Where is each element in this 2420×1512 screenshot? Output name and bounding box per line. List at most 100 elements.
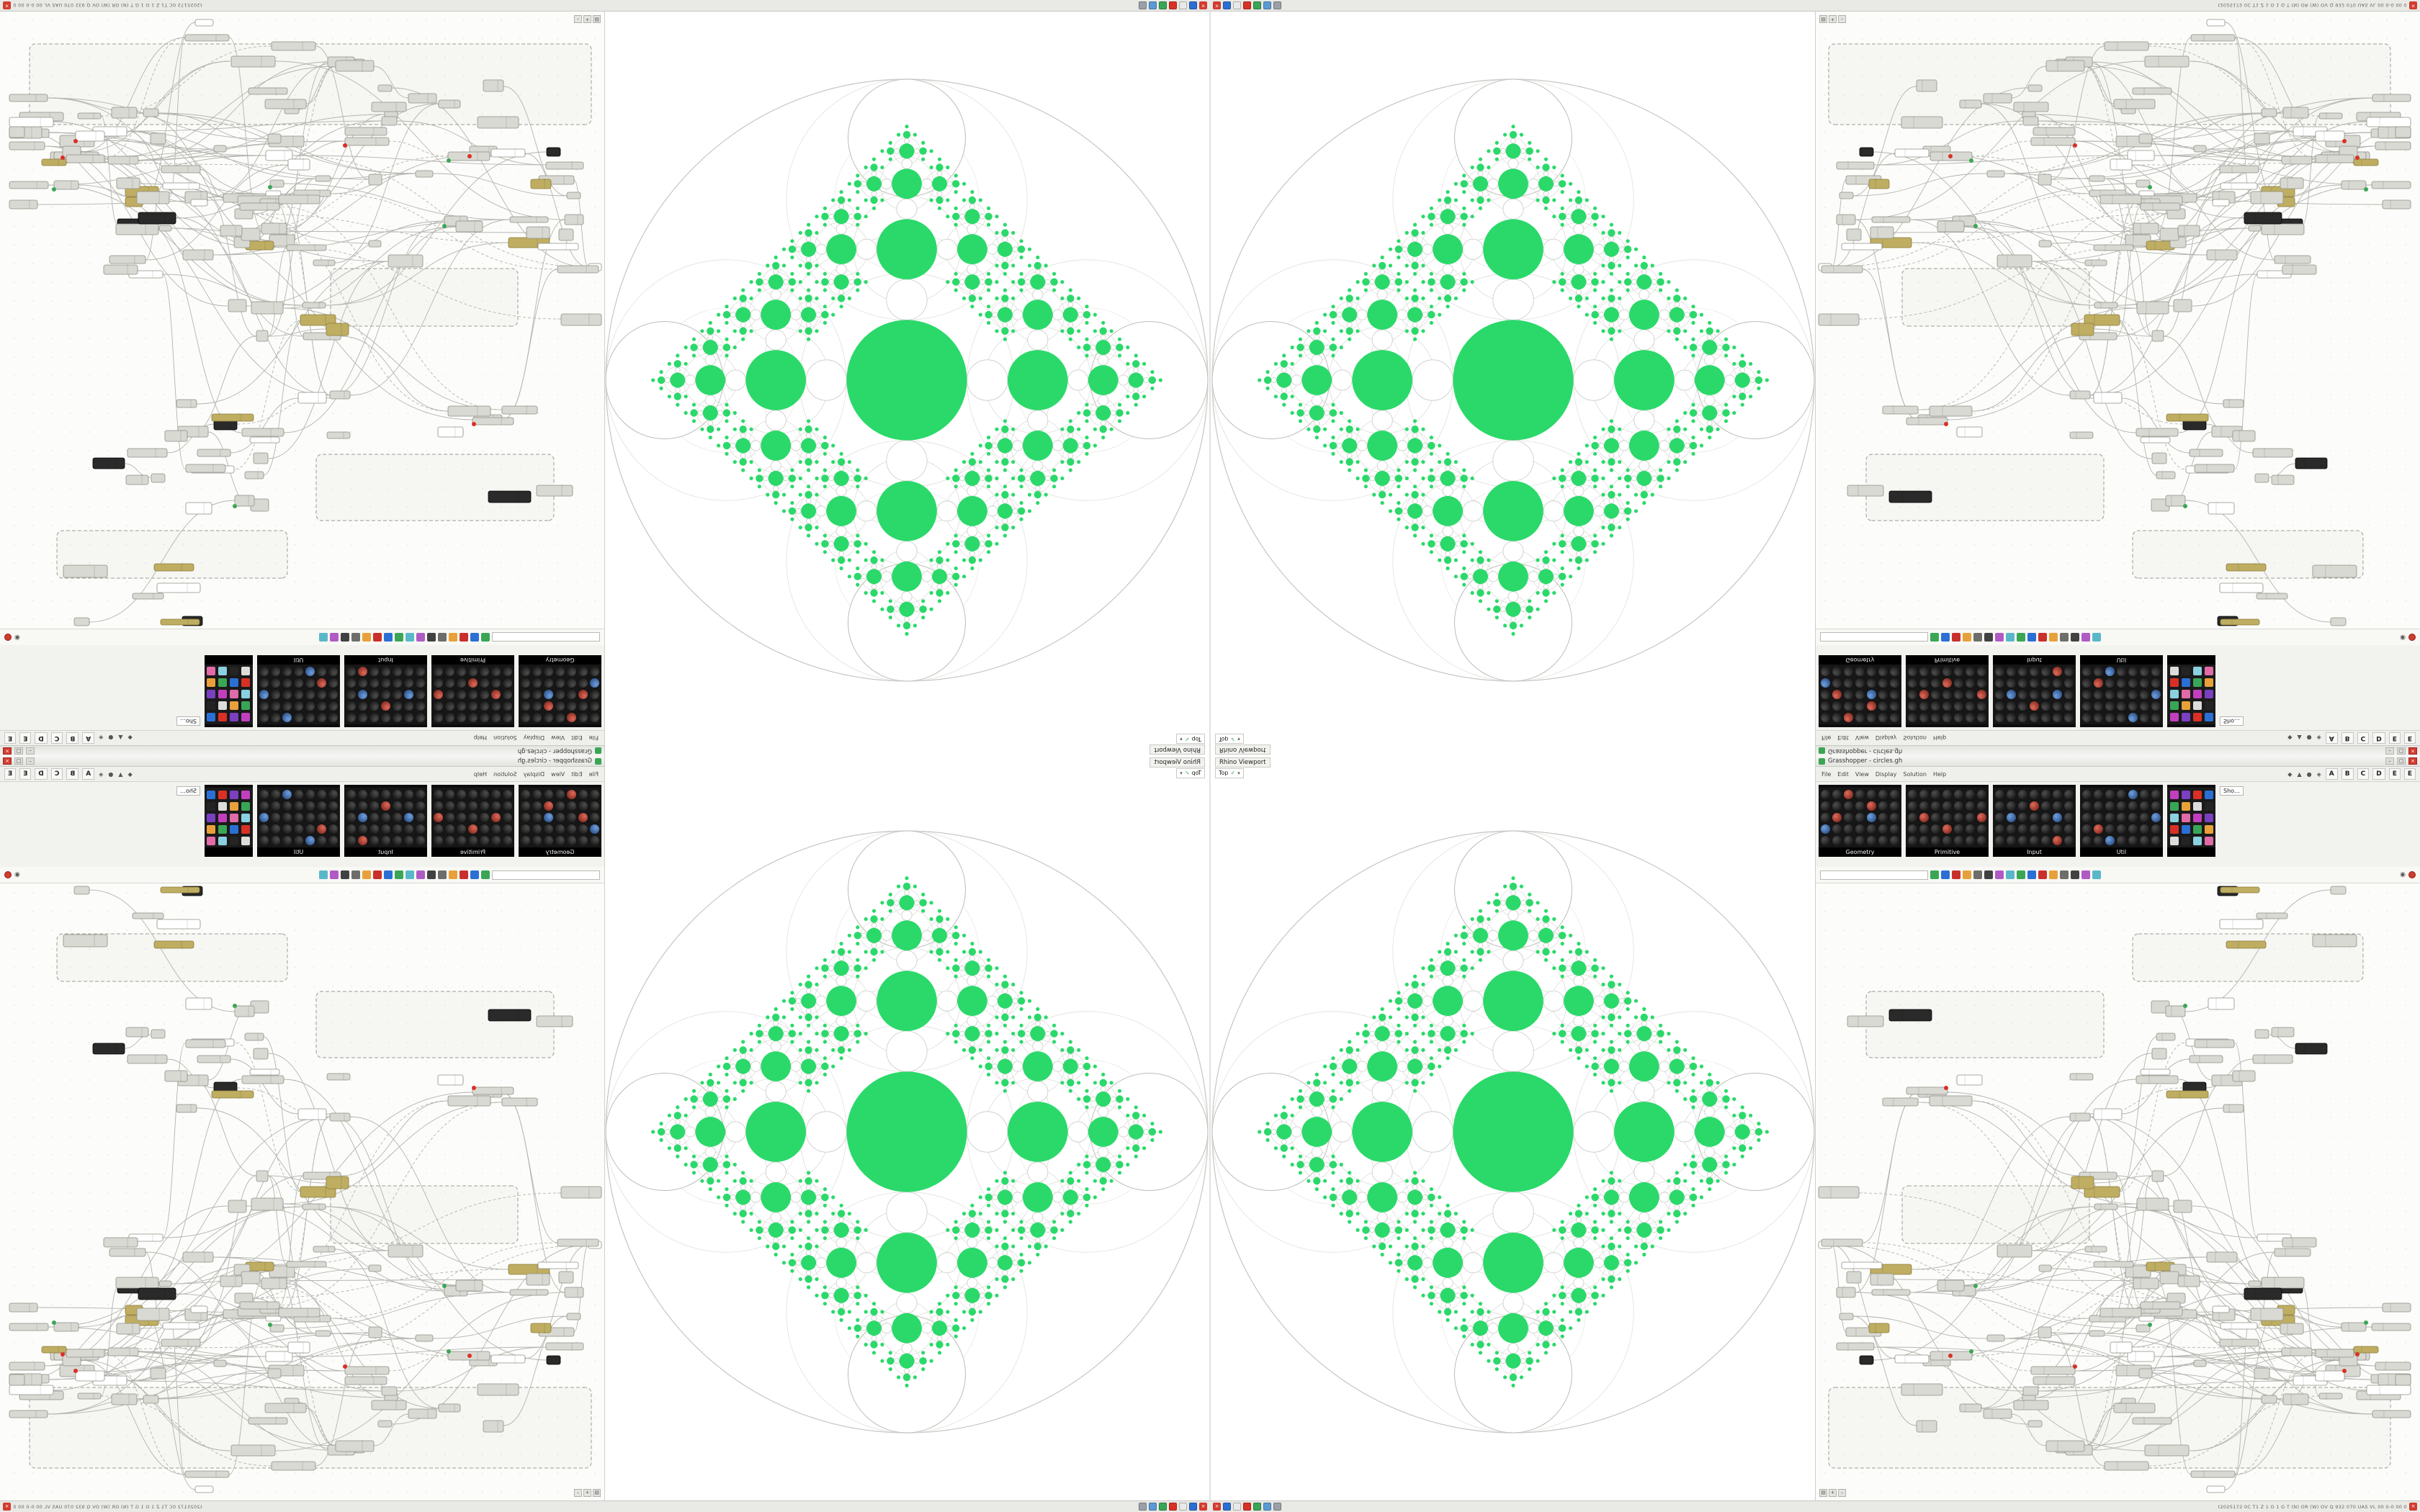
gh-node[interactable] <box>2193 145 2207 153</box>
gh-node[interactable] <box>477 1383 519 1396</box>
app-icon-red[interactable] <box>1169 1503 1177 1511</box>
palette-icon[interactable] <box>404 678 413 688</box>
palette-icon[interactable] <box>1855 678 1865 688</box>
tab-icon-diamond[interactable]: ◆ <box>127 770 133 778</box>
palette-icon[interactable] <box>1908 836 1917 845</box>
palette-icon[interactable] <box>567 701 576 711</box>
palette-icon[interactable] <box>1855 701 1865 711</box>
palette-icon[interactable] <box>2053 824 2062 834</box>
gh-node[interactable] <box>536 485 573 497</box>
palette-icon[interactable] <box>491 667 501 676</box>
palette-icon[interactable] <box>346 678 356 688</box>
palette-icon[interactable] <box>1977 713 1986 722</box>
palette-icon[interactable] <box>358 790 367 799</box>
gh-node[interactable] <box>73 886 90 895</box>
palette-icon[interactable] <box>521 713 530 722</box>
gh-node[interactable] <box>286 244 327 251</box>
palette-icon[interactable] <box>1942 678 1952 688</box>
ui-palette-icon[interactable] <box>241 690 251 699</box>
minimize-button[interactable]: – <box>2385 747 2394 755</box>
gh-node[interactable] <box>2366 117 2411 127</box>
palette-icon[interactable] <box>480 701 489 711</box>
toolbar-icon[interactable] <box>481 870 490 879</box>
gh-node[interactable] <box>107 156 139 165</box>
gh-node[interactable] <box>2261 223 2305 235</box>
palette-icon[interactable] <box>305 801 315 811</box>
palette-icon[interactable] <box>503 836 512 845</box>
pin-icon[interactable] <box>2408 634 2416 641</box>
palette-icon[interactable] <box>590 824 599 834</box>
palette-icon[interactable] <box>416 667 425 676</box>
palette-icon[interactable] <box>2053 790 2062 799</box>
palette-icon[interactable] <box>1954 667 1963 676</box>
gh-node[interactable] <box>447 1095 491 1107</box>
gh-node[interactable] <box>185 997 212 1010</box>
gh-node[interactable] <box>2232 430 2256 442</box>
palette-icon[interactable] <box>1832 713 1842 722</box>
palette-icon[interactable] <box>1867 701 1876 711</box>
gh-node[interactable] <box>455 220 483 233</box>
gh-node[interactable] <box>1929 405 1973 417</box>
toolbar-icon[interactable] <box>1995 633 2004 642</box>
menu-file[interactable]: File <box>588 734 599 742</box>
palette-icon[interactable] <box>2018 678 2027 688</box>
palette-icon[interactable] <box>434 690 443 699</box>
gh-node[interactable] <box>2071 323 2094 336</box>
gh-node[interactable] <box>415 170 434 178</box>
gh-node[interactable] <box>477 116 519 129</box>
palette-icon[interactable] <box>578 678 588 688</box>
gh-node[interactable] <box>483 1420 504 1433</box>
gh-node[interactable] <box>2013 102 2049 112</box>
gh-node[interactable] <box>447 405 491 417</box>
category-tab-e2[interactable]: E <box>2403 768 2416 780</box>
palette-icon[interactable] <box>532 667 542 676</box>
palette-icon[interactable] <box>259 690 269 699</box>
palette-icon[interactable] <box>1931 836 1940 845</box>
gh-node[interactable] <box>1818 313 1860 326</box>
palette-icon[interactable] <box>369 690 379 699</box>
gh-node[interactable] <box>2375 141 2411 150</box>
gh-node[interactable] <box>92 457 125 469</box>
taskbar-close-button[interactable]: × <box>1213 1 1221 9</box>
chevron-down-icon[interactable]: ▾ <box>1237 770 1240 776</box>
definition-canvas[interactable]: ▤ + – <box>0 12 604 629</box>
gh-node[interactable] <box>297 392 327 404</box>
palette-icon[interactable] <box>294 701 303 711</box>
palette-icon[interactable] <box>259 801 269 811</box>
gh-node[interactable] <box>2033 127 2076 136</box>
ui-palette-icon[interactable] <box>2204 678 2213 688</box>
palette-icon[interactable] <box>358 667 367 676</box>
palette-icon[interactable] <box>259 678 269 688</box>
gh-node[interactable] <box>63 934 108 948</box>
palette-icon[interactable] <box>404 813 413 822</box>
gh-node[interactable] <box>53 180 79 190</box>
palette-icon[interactable] <box>2082 690 2092 699</box>
gh-node[interactable] <box>2371 181 2411 189</box>
toolbar-icon[interactable] <box>330 870 339 879</box>
gh-node[interactable] <box>9 117 54 127</box>
palette-icon[interactable] <box>468 790 478 799</box>
menu-file[interactable]: File <box>588 770 599 778</box>
palette-icon[interactable] <box>445 690 454 699</box>
toolbar-icon[interactable] <box>470 870 479 879</box>
palette-icon[interactable] <box>2082 713 2092 722</box>
gh-node[interactable] <box>329 1112 351 1122</box>
palette-icon[interactable] <box>2094 701 2103 711</box>
menu-file[interactable]: File <box>1821 770 1832 778</box>
gh-node[interactable] <box>251 1197 284 1211</box>
ui-palette-icon[interactable] <box>241 836 251 845</box>
gh-node[interactable] <box>66 154 105 163</box>
ui-palette-icon[interactable] <box>230 690 239 699</box>
palette-group-label[interactable]: Input <box>344 655 427 665</box>
palette-icon[interactable] <box>2128 801 2138 811</box>
tab-icon-gem[interactable]: ◈ <box>99 734 104 742</box>
ui-palette-icon[interactable] <box>218 790 228 799</box>
palette-icon[interactable] <box>434 813 443 822</box>
app-icon-white[interactable] <box>1179 1 1187 9</box>
palette-icon[interactable] <box>2030 713 2039 722</box>
palette-icon[interactable] <box>1908 690 1917 699</box>
gh-node[interactable] <box>501 1097 538 1107</box>
palette-icon[interactable] <box>1890 801 1899 811</box>
palette-icon[interactable] <box>491 813 501 822</box>
gh-node[interactable] <box>244 471 264 480</box>
